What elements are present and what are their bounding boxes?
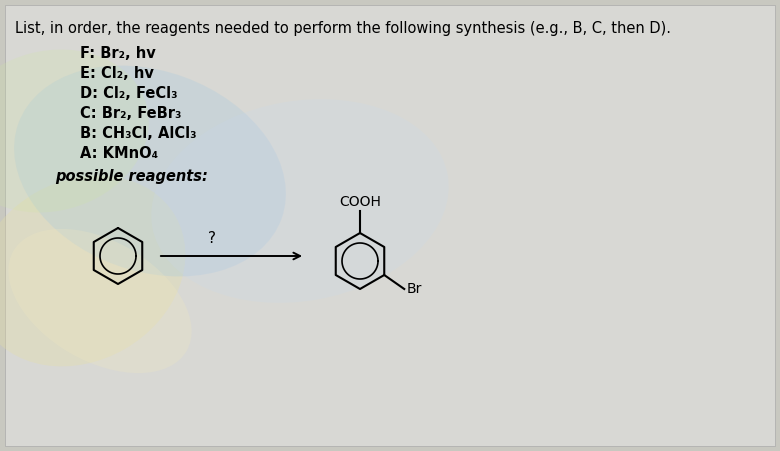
Ellipse shape [151, 99, 448, 303]
FancyBboxPatch shape [5, 5, 775, 446]
Text: possible reagents:: possible reagents: [55, 169, 208, 184]
Text: E: Cl₂, hv: E: Cl₂, hv [80, 66, 154, 81]
Text: COOH: COOH [339, 195, 381, 209]
Ellipse shape [9, 229, 192, 373]
Text: F: Br₂, hv: F: Br₂, hv [80, 46, 156, 61]
Text: B: CH₃Cl, AlCl₃: B: CH₃Cl, AlCl₃ [80, 126, 197, 141]
Ellipse shape [0, 175, 186, 366]
Text: Br: Br [406, 282, 422, 296]
Text: List, in order, the reagents needed to perform the following synthesis (e.g., B,: List, in order, the reagents needed to p… [15, 21, 671, 36]
Ellipse shape [14, 65, 286, 276]
Text: ?: ? [207, 231, 215, 246]
Text: D: Cl₂, FeCl₃: D: Cl₂, FeCl₃ [80, 86, 178, 101]
Ellipse shape [0, 50, 149, 212]
Text: A: KMnO₄: A: KMnO₄ [80, 146, 158, 161]
Text: C: Br₂, FeBr₃: C: Br₂, FeBr₃ [80, 106, 182, 121]
